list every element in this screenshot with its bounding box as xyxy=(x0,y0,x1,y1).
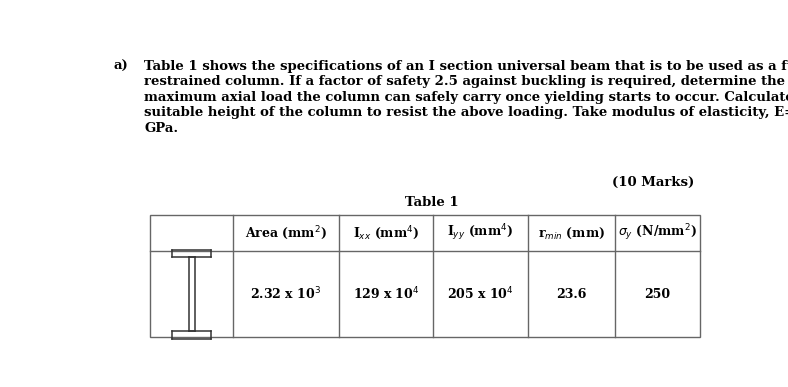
Text: $\sigma_y$ (N/mm$^2$): $\sigma_y$ (N/mm$^2$) xyxy=(618,223,697,243)
Text: Table 1: Table 1 xyxy=(404,196,458,209)
Text: 2.32 x 10$^3$: 2.32 x 10$^3$ xyxy=(250,286,322,303)
Text: suitable height of the column to resist the above loading. Take modulus of elast: suitable height of the column to resist … xyxy=(144,106,788,119)
Text: r$_{min}$ (mm): r$_{min}$ (mm) xyxy=(537,226,604,241)
Text: 205 x 10$^4$: 205 x 10$^4$ xyxy=(447,286,514,303)
Text: restrained column. If a factor of safety 2.5 against buckling is required, deter: restrained column. If a factor of safety… xyxy=(144,75,786,88)
Text: Table 1 shows the specifications of an I section universal beam that is to be us: Table 1 shows the specifications of an I… xyxy=(144,60,788,73)
Text: a): a) xyxy=(113,60,128,73)
Text: Area (mm$^2$): Area (mm$^2$) xyxy=(245,224,327,242)
Text: I$_{yy}$ (mm$^4$): I$_{yy}$ (mm$^4$) xyxy=(448,223,514,243)
Text: GPa.: GPa. xyxy=(144,122,178,135)
Text: 129 x 10$^4$: 129 x 10$^4$ xyxy=(352,286,419,303)
Text: 23.6: 23.6 xyxy=(556,288,586,301)
Text: (10 Marks): (10 Marks) xyxy=(611,176,694,189)
Text: 250: 250 xyxy=(645,288,671,301)
Text: maximum axial load the column can safely carry once yielding starts to occur. Ca: maximum axial load the column can safely… xyxy=(144,91,788,104)
Text: I$_{xx}$ (mm$^4$): I$_{xx}$ (mm$^4$) xyxy=(353,224,419,242)
